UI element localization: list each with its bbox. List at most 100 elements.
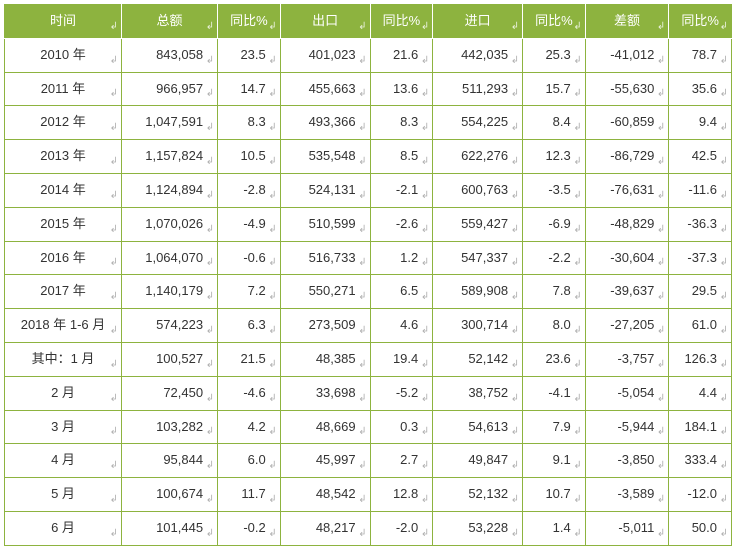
cell-mark-icon: ↲ (421, 255, 429, 271)
cell-mark-icon: ↲ (268, 458, 276, 474)
cell-t_yoy: 23.5↲ (218, 38, 281, 72)
cell-value: -39,637 (610, 283, 654, 298)
cell-time: 2013 年↲ (5, 140, 122, 174)
cell-import: 300,714↲ (433, 309, 523, 343)
cell-mark-icon: ↲ (720, 323, 728, 339)
cell-import: 600,763↲ (433, 173, 523, 207)
cell-e_yoy: -5.2↲ (370, 376, 433, 410)
cell-diff: -3,850↲ (585, 444, 669, 478)
cell-i_yoy: -3.5↲ (523, 173, 586, 207)
cell-mark-icon: ↲ (511, 255, 519, 271)
cell-value: 50.0 (692, 520, 717, 535)
cell-total: 1,064,070↲ (121, 241, 217, 275)
cell-i_yoy: -6.9↲ (523, 207, 586, 241)
cell-mark-icon: ↲ (720, 188, 728, 204)
table-head: 时间↲总额↲同比%↲出口↲同比%↲进口↲同比%↲差额↲同比%↲ (5, 5, 732, 39)
cell-mark-icon: ↲ (511, 120, 519, 136)
cell-value: 2013 年 (40, 148, 86, 163)
table-row: 2011 年↲966,957↲14.7↲455,663↲13.6↲511,293… (5, 72, 732, 106)
cell-mark-icon: ↲ (206, 188, 214, 204)
cell-t_yoy: -4.9↲ (218, 207, 281, 241)
cell-mark-icon: ↲ (657, 391, 665, 407)
cell-value: -2.1 (396, 182, 418, 197)
cell-import: 52,142↲ (433, 342, 523, 376)
cell-i_yoy: 10.7↲ (523, 478, 586, 512)
cell-value: -27,205 (610, 317, 654, 332)
cell-diff: -76,631↲ (585, 173, 669, 207)
cell-mark-icon: ↲ (206, 86, 214, 102)
cell-d_yoy: 78.7↲ (669, 38, 732, 72)
cell-value: 4.2 (248, 419, 266, 434)
cell-i_yoy: -4.1↲ (523, 376, 586, 410)
cell-mark-icon: ↲ (657, 424, 665, 440)
cell-value: 12.8 (393, 486, 418, 501)
cell-mark-icon: ↲ (511, 19, 519, 35)
cell-i_yoy: 15.7↲ (523, 72, 586, 106)
cell-import: 559,427↲ (433, 207, 523, 241)
cell-value: -5,011 (618, 520, 654, 535)
cell-d_yoy: -11.6↲ (669, 173, 732, 207)
cell-e_yoy: 8.3↲ (370, 106, 433, 140)
cell-total: 103,282↲ (121, 410, 217, 444)
cell-time: 5 月↲ (5, 478, 122, 512)
cell-mark-icon: ↲ (573, 120, 581, 136)
cell-e_yoy: 4.6↲ (370, 309, 433, 343)
header-label: 出口 (312, 13, 338, 28)
cell-diff: -60,859↲ (585, 106, 669, 140)
cell-time: 2 月↲ (5, 376, 122, 410)
cell-total: 1,124,894↲ (121, 173, 217, 207)
cell-t_yoy: 4.2↲ (218, 410, 281, 444)
cell-export: 48,669↲ (280, 410, 370, 444)
header-label: 进口 (465, 13, 491, 28)
cell-d_yoy: -12.0↲ (669, 478, 732, 512)
cell-time: 6 月↲ (5, 511, 122, 545)
cell-mark-icon: ↲ (268, 357, 276, 373)
cell-value: 2017 年 (40, 283, 86, 298)
cell-value: 589,908 (461, 283, 508, 298)
cell-mark-icon: ↲ (511, 289, 519, 305)
cell-mark-icon: ↲ (573, 424, 581, 440)
cell-export: 273,509↲ (280, 309, 370, 343)
cell-mark-icon: ↲ (268, 188, 276, 204)
table-row: 2017 年↲1,140,179↲7.2↲550,271↲6.5↲589,908… (5, 275, 732, 309)
cell-value: 19.4 (393, 351, 418, 366)
col-header-d_yoy: 同比%↲ (669, 5, 732, 39)
cell-mark-icon: ↲ (421, 391, 429, 407)
table-row: 2 月↲72,450↲-4.6↲33,698↲-5.2↲38,752↲-4.1↲… (5, 376, 732, 410)
cell-value: -12.0 (687, 486, 717, 501)
cell-e_yoy: 0.3↲ (370, 410, 433, 444)
cell-value: 54,613 (468, 419, 508, 434)
cell-mark-icon: ↲ (110, 53, 118, 69)
cell-value: 4.4 (699, 385, 717, 400)
cell-diff: -39,637↲ (585, 275, 669, 309)
cell-mark-icon: ↲ (720, 391, 728, 407)
cell-value: 1.2 (400, 250, 418, 265)
cell-mark-icon: ↲ (206, 289, 214, 305)
cell-diff: -48,829↲ (585, 207, 669, 241)
cell-value: 100,674 (156, 486, 203, 501)
col-header-total: 总额↲ (121, 5, 217, 39)
cell-mark-icon: ↲ (720, 120, 728, 136)
cell-export: 510,599↲ (280, 207, 370, 241)
cell-value: 2012 年 (40, 114, 86, 129)
trade-data-table: 时间↲总额↲同比%↲出口↲同比%↲进口↲同比%↲差额↲同比%↲ 2010 年↲8… (4, 4, 732, 546)
cell-mark-icon: ↲ (421, 120, 429, 136)
cell-mark-icon: ↲ (268, 323, 276, 339)
table-row: 4 月↲95,844↲6.0↲45,997↲2.7↲49,847↲9.1↲-3,… (5, 444, 732, 478)
cell-mark-icon: ↲ (657, 492, 665, 508)
cell-value: -36.3 (687, 216, 717, 231)
cell-mark-icon: ↲ (110, 120, 118, 136)
cell-value: 6.5 (400, 283, 418, 298)
cell-value: -3.5 (548, 182, 570, 197)
cell-value: 1,140,179 (145, 283, 203, 298)
cell-export: 493,366↲ (280, 106, 370, 140)
cell-value: 511,293 (462, 81, 508, 96)
cell-i_yoy: 7.8↲ (523, 275, 586, 309)
cell-mark-icon: ↲ (206, 424, 214, 440)
cell-e_yoy: -2.1↲ (370, 173, 433, 207)
cell-d_yoy: -36.3↲ (669, 207, 732, 241)
cell-value: 622,276 (461, 148, 508, 163)
cell-value: 52,132 (468, 486, 508, 501)
cell-diff: -30,604↲ (585, 241, 669, 275)
cell-value: 21.6 (393, 47, 418, 62)
